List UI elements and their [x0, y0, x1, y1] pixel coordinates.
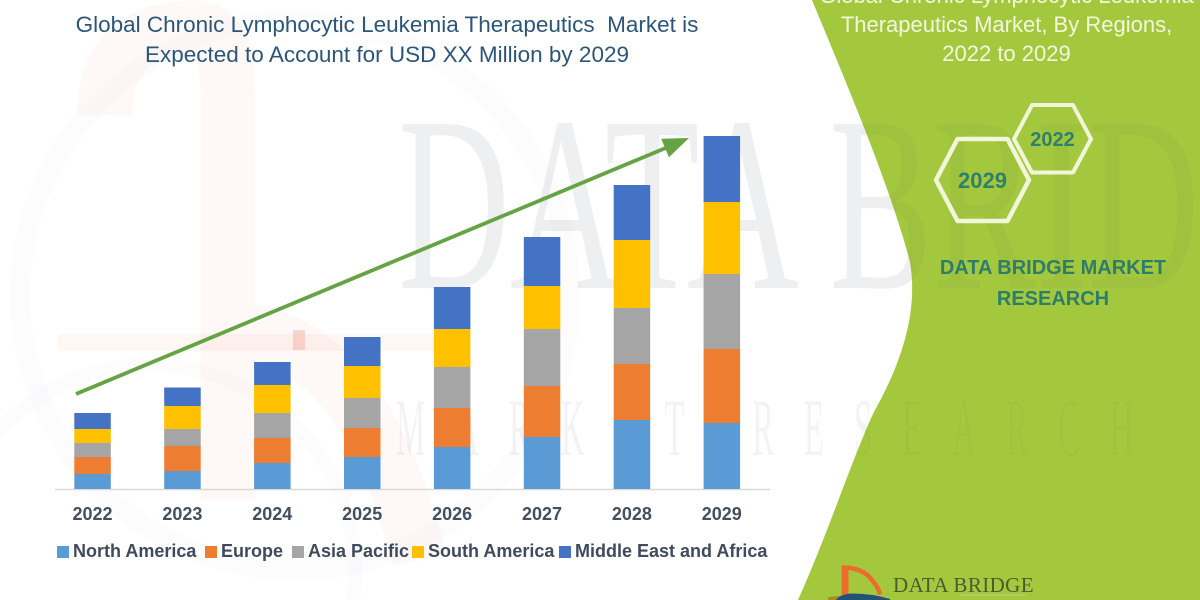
svg-text:DATA BRIDGE: DATA BRIDGE	[893, 573, 1034, 597]
svg-text:2029: 2029	[958, 168, 1007, 193]
svg-text:2022: 2022	[1030, 129, 1075, 151]
